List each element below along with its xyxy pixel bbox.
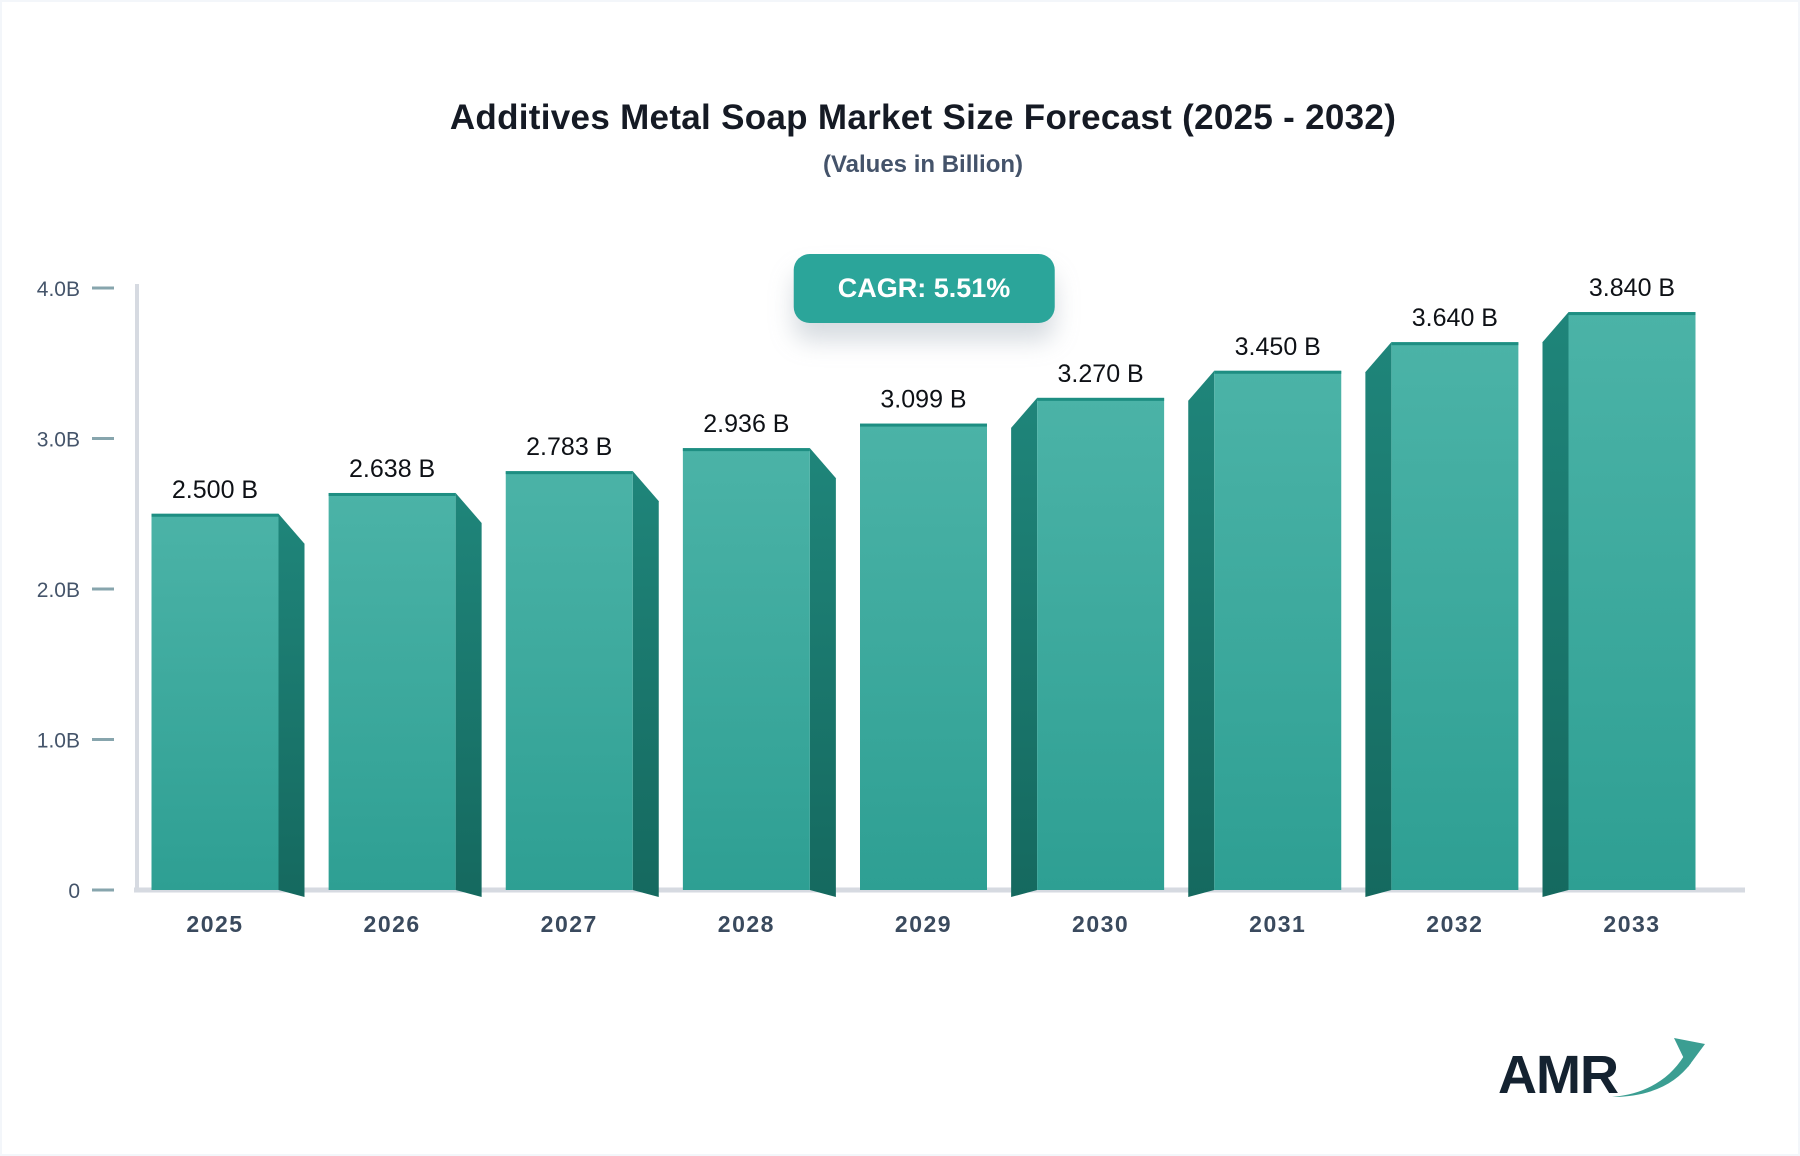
bar-top-edge (1037, 397, 1165, 401)
bar-side (1188, 370, 1215, 897)
x-axis-label: 2033 (1603, 911, 1660, 937)
bar-value-label: 3.640 B (1412, 304, 1498, 332)
bar-face (328, 492, 456, 890)
bar-side (1011, 397, 1038, 897)
bar-group-2033: 3.840 B 2033 (1542, 274, 1696, 937)
bar-top-edge (1214, 370, 1342, 374)
amr-logo: AMR (1498, 1034, 1706, 1102)
bar-value-label: 2.500 B (172, 476, 258, 504)
x-axis-label: 2029 (895, 911, 952, 937)
bar-value-label: 3.450 B (1235, 333, 1321, 361)
bar-top-edge (682, 448, 810, 452)
bar-side (455, 492, 482, 897)
arrow-head (1674, 1038, 1705, 1067)
chart-title: Additives Metal Soap Market Size Forecas… (449, 98, 1397, 137)
bar-group-2032: 3.640 B 2032 (1365, 304, 1519, 937)
growth-arrow-icon (1612, 1038, 1705, 1097)
bar-value-label: 2.783 B (526, 433, 612, 461)
x-axis-label: 2026 (364, 911, 421, 937)
bar-face (505, 471, 633, 890)
bar-top-edge (860, 423, 987, 427)
bar-value-label: 2.936 B (703, 410, 789, 438)
bar-group-2029: 3.099 B 2029 (860, 386, 987, 937)
bar-top-edge (328, 492, 456, 496)
x-axis-label: 2027 (541, 911, 598, 937)
y-tick-label: 0 (68, 880, 80, 903)
bar-group-2031: 3.450 B 2031 (1188, 333, 1342, 937)
bar-face (1391, 342, 1519, 890)
chart-subtitle: (Values in Billion) (822, 151, 1024, 178)
bar-side (278, 513, 305, 897)
bar-face (682, 448, 810, 890)
bar-group-2028: 2.936 B 2028 (682, 410, 836, 937)
cagr-badge: CAGR: 5.51% (793, 254, 1055, 323)
bar-side (1542, 312, 1569, 898)
bar-group-2025: 2.500 B 2025 (151, 476, 305, 937)
bar-group-2027: 2.783 B 2027 (505, 433, 659, 937)
bar-side (1365, 342, 1392, 897)
bar-face (860, 423, 987, 890)
bar-value-label: 2.638 B (349, 455, 435, 483)
amr-logo-text: AMR (1498, 1045, 1619, 1105)
bar-top-edge (1568, 312, 1696, 316)
bar-face (1037, 397, 1165, 890)
y-tick-label: 4.0B (37, 278, 80, 301)
y-tick-label: 2.0B (37, 579, 80, 602)
bar-value-label: 3.270 B (1058, 360, 1144, 388)
x-axis-label: 2031 (1249, 911, 1306, 937)
bar-face (1568, 312, 1696, 891)
bar-side (632, 471, 659, 897)
bar-value-label: 3.840 B (1589, 274, 1675, 302)
arrow-swoosh (1612, 1056, 1691, 1097)
y-tick-label: 1.0B (37, 730, 80, 753)
bar-top-edge (505, 471, 633, 475)
bar-group-2026: 2.638 B 2026 (328, 455, 482, 937)
bar-group-2030: 3.270 B 2030 (1011, 360, 1165, 937)
bar-top-edge (151, 513, 279, 517)
x-axis-label: 2025 (186, 911, 243, 937)
x-axis-label: 2030 (1072, 911, 1129, 937)
bar-value-label: 3.099 B (880, 386, 966, 414)
bar-face (151, 513, 279, 890)
bar-side (809, 448, 836, 897)
bar-face (1214, 370, 1342, 890)
bar-top-edge (1391, 342, 1519, 346)
x-axis-label: 2028 (718, 911, 775, 937)
x-axis-label: 2032 (1426, 911, 1483, 937)
y-tick-label: 3.0B (37, 429, 80, 452)
